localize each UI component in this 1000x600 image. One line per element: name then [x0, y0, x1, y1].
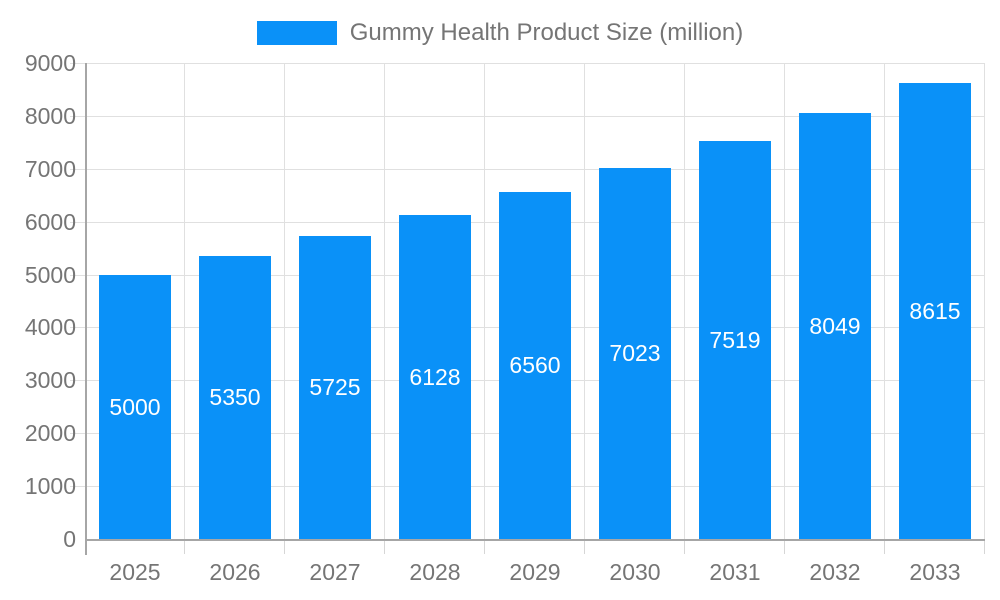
x-axis-tick-label: 2033: [909, 559, 961, 585]
x-axis-tick-label: 2032: [809, 559, 861, 585]
axis-tick: [784, 540, 785, 554]
bar[interactable]: 7519: [699, 141, 771, 539]
gridline: [584, 63, 585, 540]
bar-value-label: 5000: [109, 393, 161, 420]
x-axis-tick-label: 2026: [209, 559, 261, 585]
gridline: [884, 63, 885, 540]
bar[interactable]: 7023: [599, 168, 671, 539]
bar[interactable]: 8049: [799, 113, 871, 539]
bar-value-label: 7519: [709, 326, 761, 353]
gridline: [284, 63, 285, 540]
x-axis-tick-label: 2028: [409, 559, 461, 585]
gridline: [484, 63, 485, 540]
x-axis-tick-label: 2027: [309, 559, 361, 585]
bar-value-label: 5725: [309, 374, 361, 400]
bar[interactable]: 5725: [299, 236, 371, 539]
y-axis-tick-label: 6000: [24, 209, 76, 235]
y-axis-line: [85, 63, 87, 555]
bar[interactable]: 6560: [499, 192, 571, 539]
axis-tick: [184, 540, 185, 554]
axis-tick: [884, 540, 885, 554]
y-axis-tick-label: 5000: [24, 262, 76, 288]
bar[interactable]: 6128: [399, 215, 471, 539]
y-axis-tick-label: 9000: [24, 50, 76, 76]
bar[interactable]: 5000: [99, 275, 171, 539]
y-axis-tick-label: 8000: [24, 103, 76, 129]
gridline: [184, 63, 185, 540]
gridline: [384, 63, 385, 540]
bar[interactable]: 8615: [899, 83, 971, 539]
axis-tick: [484, 540, 485, 554]
bar-value-label: 8615: [909, 297, 961, 324]
gridline: [984, 63, 985, 540]
legend[interactable]: Gummy Health Product Size (million): [0, 16, 1000, 50]
gridline: [684, 63, 685, 540]
y-axis-tick-label: 4000: [24, 314, 76, 340]
y-axis-tick-label: 7000: [24, 156, 76, 182]
plot-area: 5000 5350 5725 6128 6560 7023 7519 8049 8615: [70, 63, 985, 555]
gridline: [70, 168, 985, 170]
bar-value-label: 8049: [809, 312, 861, 339]
x-axis-tick-label: 2030: [609, 559, 661, 585]
axis-tick: [384, 540, 385, 554]
x-axis-tick-label: 2031: [709, 559, 761, 585]
x-axis-tick-label: 2025: [109, 559, 161, 585]
axis-tick: [984, 540, 985, 554]
bar-value-label: 6560: [509, 352, 561, 378]
gridline: [784, 63, 785, 540]
y-axis-tick-label: 0: [63, 526, 76, 552]
axis-tick: [284, 540, 285, 554]
gridline: [70, 63, 985, 64]
bar[interactable]: 5350: [199, 256, 271, 539]
legend-label: Gummy Health Product Size (million): [349, 19, 744, 46]
gridline: [70, 115, 985, 117]
x-axis-tick-label: 2029: [509, 559, 561, 585]
bar-value-label: 7023: [609, 340, 661, 366]
bar-value-label: 6128: [409, 363, 461, 390]
axis-tick: [684, 540, 685, 554]
axis-tick: [584, 540, 585, 554]
bar-value-label: 5350: [209, 384, 261, 410]
y-axis-tick-label: 2000: [24, 420, 76, 446]
y-axis-tick-label: 1000: [24, 473, 76, 499]
y-axis-tick-label: 3000: [24, 367, 76, 393]
x-axis-line: [85, 539, 985, 541]
legend-swatch-icon: [256, 21, 337, 45]
